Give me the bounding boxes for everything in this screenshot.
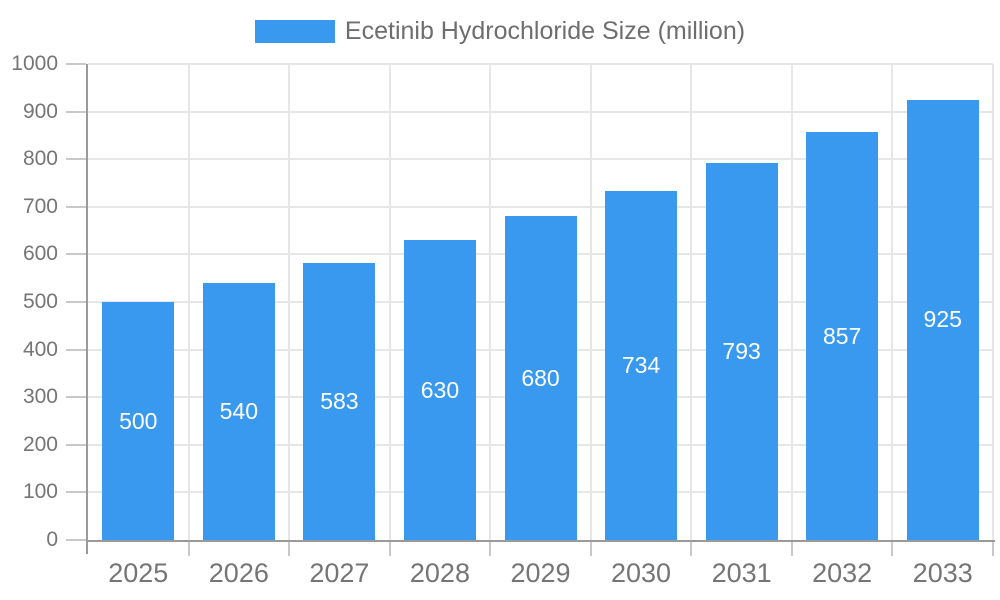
x-axis-label: 2028 [409,558,470,588]
y-axis-label: 700 [22,194,58,218]
gridline-horizontal [88,110,993,113]
y-axis-label: 400 [22,337,58,361]
gridline-vertical [489,64,492,540]
gridline-vertical [187,64,190,540]
bar-value-label: 630 [420,376,460,403]
x-axis-label: 2025 [108,558,169,588]
y-axis-label: 600 [22,242,58,266]
gridline-vertical [589,64,592,540]
x-axis-label: 2032 [812,558,873,588]
bar-2032[interactable]: 857 [806,132,879,540]
bar-value-label: 540 [219,397,259,424]
bar-2026[interactable]: 540 [202,282,275,540]
y-axis-line [86,64,88,554]
gridline-vertical [388,64,391,540]
x-axis-tick [891,542,894,556]
legend-label: Ecetinib Hydrochloride Size (million) [344,17,746,45]
x-axis-tick [187,542,190,556]
x-axis-tick [790,542,793,556]
legend-swatch-icon [254,20,335,43]
y-axis-tick [66,110,86,113]
y-axis-tick [66,348,86,351]
y-axis-tick [66,205,86,208]
y-axis-label: 800 [22,147,58,171]
y-axis-tick [66,63,86,65]
bar-value-label: 925 [923,306,962,333]
y-axis-label: 900 [22,99,58,123]
gridline-horizontal [88,158,993,161]
bar-2029[interactable]: 680 [504,216,577,540]
x-axis-tick [992,542,994,556]
bar-2027[interactable]: 583 [303,262,376,540]
x-axis-label: 2027 [309,558,370,588]
y-axis-tick [66,491,86,494]
bar-2030[interactable]: 734 [605,190,678,540]
x-axis-line [86,540,995,542]
x-axis-label: 2026 [208,558,269,588]
bar-2031[interactable]: 793 [705,162,778,540]
y-axis-tick [66,301,86,303]
gridline-vertical [690,64,693,540]
gridline-horizontal [88,205,993,208]
gridline-horizontal [88,63,993,65]
bar-value-label: 793 [722,337,761,364]
plot-area: 0 100 200 300 400 500 600 700 800 900 1000 500 2025 5… [11,52,995,588]
y-axis-tick [66,158,86,161]
y-axis-label: 1000 [11,52,58,75]
bar-value-label: 680 [521,364,560,391]
y-axis-label: 100 [22,480,58,504]
bar-2025[interactable]: 500 [102,302,175,540]
bar-value-label: 583 [320,387,359,414]
legend-item[interactable]: Ecetinib Hydrochloride Size (million) [0,17,1000,46]
gridline-vertical [288,64,291,540]
gridline-vertical [891,64,894,540]
y-axis-tick [66,539,86,541]
x-axis-tick [589,542,592,556]
y-axis-label: 500 [22,290,58,313]
bar-value-label: 857 [822,322,862,349]
y-axis-label: 0 [46,528,58,551]
gridline-vertical [790,64,793,540]
y-axis-tick [66,443,86,446]
bar-2033[interactable]: 925 [906,99,979,540]
x-axis-label: 2029 [510,558,571,588]
x-axis-label: 2030 [611,558,672,588]
x-axis-label: 2033 [912,558,973,588]
x-axis-tick [288,542,291,556]
y-axis-tick [66,396,86,399]
gridline-vertical [992,64,994,540]
x-axis-label: 2031 [711,558,772,588]
y-axis-label: 200 [22,432,58,456]
y-axis-label: 300 [22,385,58,409]
y-axis-tick [66,253,86,256]
bar-value-label: 500 [119,407,158,434]
bar-2028[interactable]: 630 [403,240,476,540]
x-axis-tick [690,542,693,556]
bar-value-label: 734 [621,351,661,378]
x-axis-tick [388,542,391,556]
x-axis-tick [489,542,492,556]
